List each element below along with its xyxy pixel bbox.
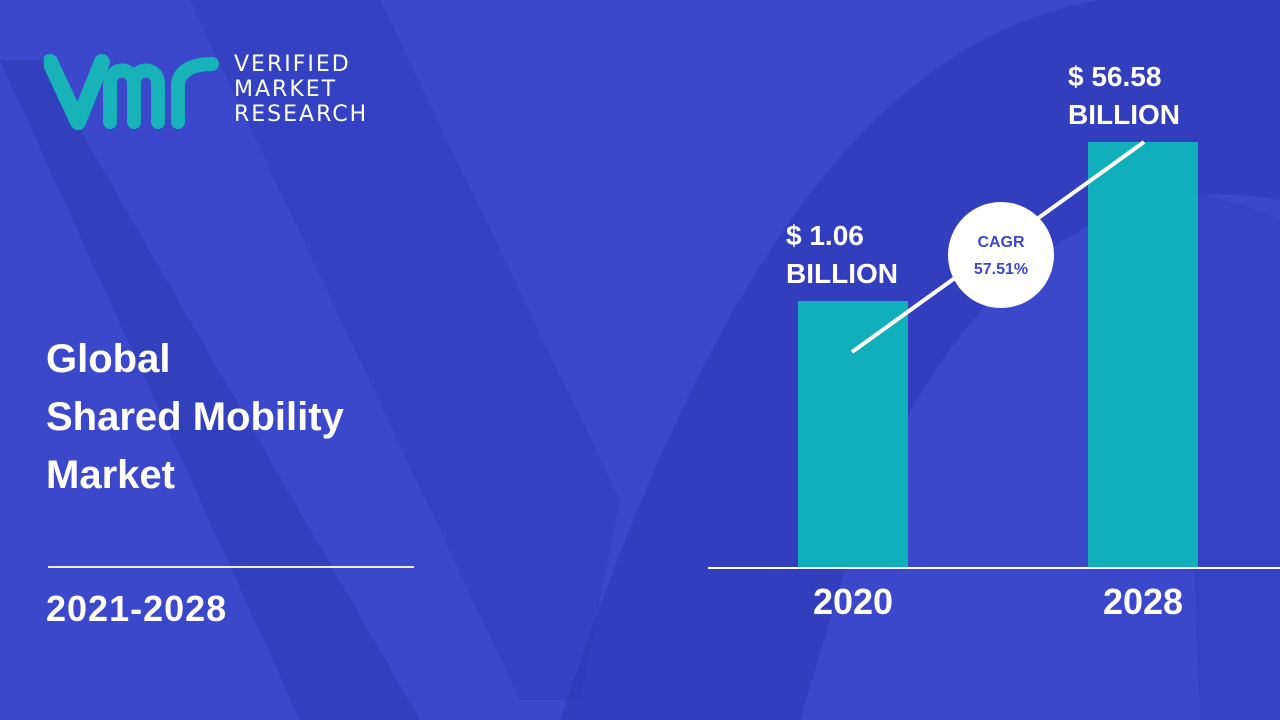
title-line-3: Market [46, 453, 175, 497]
brand-line-2: MARKET [234, 77, 338, 102]
page-title: Global Shared Mobility Market [46, 330, 344, 504]
brand-logo: VERIFIED MARKET RESEARCH [44, 50, 404, 130]
labels-group: 2020 $ 1.06 BILLION 2028 $ 56.58 BILLION [786, 61, 1183, 622]
cagr-label: CAGR [977, 234, 1025, 251]
bar-2020 [798, 301, 908, 567]
bars-group [798, 142, 1198, 567]
title-line-2: Shared Mobility [46, 395, 344, 439]
cagr-value: 57.51% [974, 261, 1028, 278]
value-label-2028-line-2: BILLION [1068, 99, 1180, 130]
value-label-2020-line-2: BILLION [786, 258, 898, 289]
value-label-2020-line-1: $ 1.06 [786, 220, 864, 251]
value-label-2028-line-1: $ 56.58 [1068, 61, 1161, 92]
bar-2028 [1088, 142, 1198, 567]
brand-name: VERIFIED MARKET RESEARCH [234, 52, 368, 127]
cagr-circle [948, 202, 1054, 308]
x-tick-label-2020: 2020 [813, 581, 893, 622]
x-tick-label-2028: 2028 [1103, 581, 1183, 622]
vmr-logo-icon [44, 54, 219, 130]
forecast-period: 2021-2028 [46, 588, 228, 629]
title-line-1: Global [46, 337, 171, 381]
brand-line-3: RESEARCH [234, 102, 369, 127]
cagr-badge: CAGR 57.51% [948, 202, 1054, 308]
brand-line-1: VERIFIED [234, 52, 351, 77]
title-divider [48, 566, 414, 568]
